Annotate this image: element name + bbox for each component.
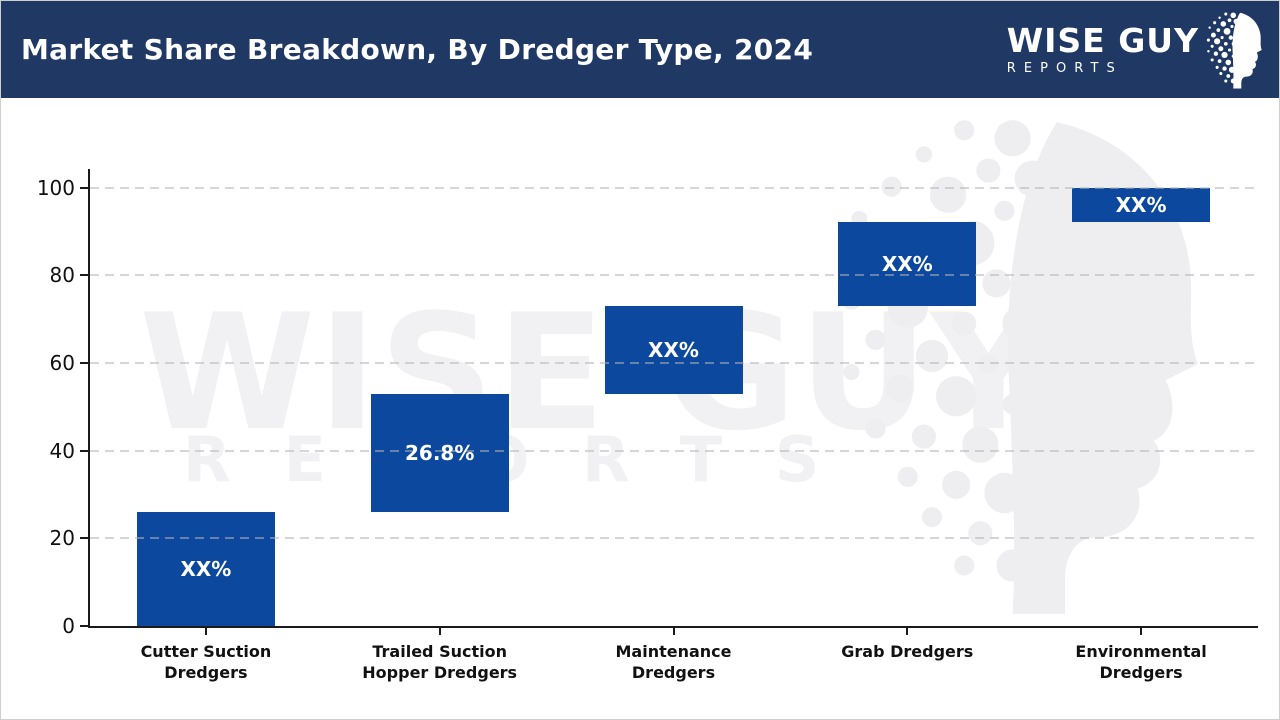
y-axis-label: 40: [49, 438, 75, 463]
y-axis-tick: [80, 186, 88, 189]
bar-value-label: 26.8%: [404, 441, 475, 466]
bar-value-label: XX%: [881, 252, 933, 277]
bar-value-label: XX%: [648, 338, 699, 363]
gridline: [90, 274, 1258, 277]
logo-subtitle: REPORTS: [1006, 60, 1123, 76]
x-axis-category-label: Grab Dredgers: [782, 641, 1032, 662]
x-axis-category-label: Cutter Suction Dredgers: [81, 641, 331, 683]
category-label-line: Environmental: [1075, 642, 1207, 661]
category-label-line: Grab Dredgers: [841, 642, 974, 661]
y-axis-label: 100: [36, 175, 75, 200]
bar-segment-2: [604, 305, 743, 395]
x-axis-tick: [906, 628, 909, 635]
x-axis-category-label: Trailed Suction Hopper Dredgers: [315, 641, 565, 683]
y-axis-tick: [80, 361, 88, 364]
bar-segment-1: [370, 394, 509, 512]
y-axis-label: 20: [49, 526, 75, 551]
y-axis-label: 0: [62, 614, 75, 638]
category-label-line: Dredgers: [1099, 663, 1183, 683]
category-label-line: Trailed Suction: [372, 642, 507, 661]
category-label-line: Maintenance: [615, 642, 732, 661]
bar-value-label: XX%: [1115, 192, 1167, 217]
x-axis-tick: [438, 628, 441, 635]
y-axis-line: [88, 169, 90, 628]
category-label-line: Cutter Suction: [140, 642, 272, 661]
wise-guy-logo: WISE GUY REPORTS: [1007, 11, 1263, 89]
bar-segment-3: [838, 222, 977, 306]
y-axis-label: 60: [49, 350, 75, 375]
gridline: [90, 361, 1258, 364]
logo-wordmark: WISE GUY: [1006, 20, 1199, 60]
chart-title: Market Share Breakdown, By Dredger Type,…: [21, 33, 814, 66]
category-label-line: Dredgers: [164, 663, 248, 683]
bar-segment-4: [1072, 187, 1211, 223]
category-label-line: Hopper Dredgers: [362, 663, 518, 683]
x-axis-category-label: Maintenance Dredgers: [549, 641, 799, 683]
x-axis-tick: [672, 628, 675, 635]
gridline: [90, 537, 1258, 540]
x-axis-tick: [204, 628, 207, 635]
gridline: [90, 186, 1258, 189]
bar-segment-0: [136, 511, 275, 626]
x-axis-tick: [1140, 628, 1143, 635]
logo-head-icon: [1206, 11, 1262, 88]
logo-text: WISE GUY REPORTS: [1007, 24, 1199, 76]
y-axis-label: 80: [49, 263, 75, 288]
y-axis-tick: [80, 625, 88, 627]
bar-value-label: XX%: [180, 556, 232, 581]
y-axis-tick: [80, 274, 88, 277]
x-axis-category-label: Environmental Dredgers: [1016, 641, 1266, 683]
gridline: [90, 449, 1258, 452]
header: Market Share Breakdown, By Dredger Type,…: [1, 1, 1279, 98]
category-label-line: Dredgers: [631, 663, 716, 683]
y-axis-tick: [80, 537, 88, 540]
x-axis-line: [88, 626, 1258, 628]
y-axis-tick: [80, 449, 88, 452]
